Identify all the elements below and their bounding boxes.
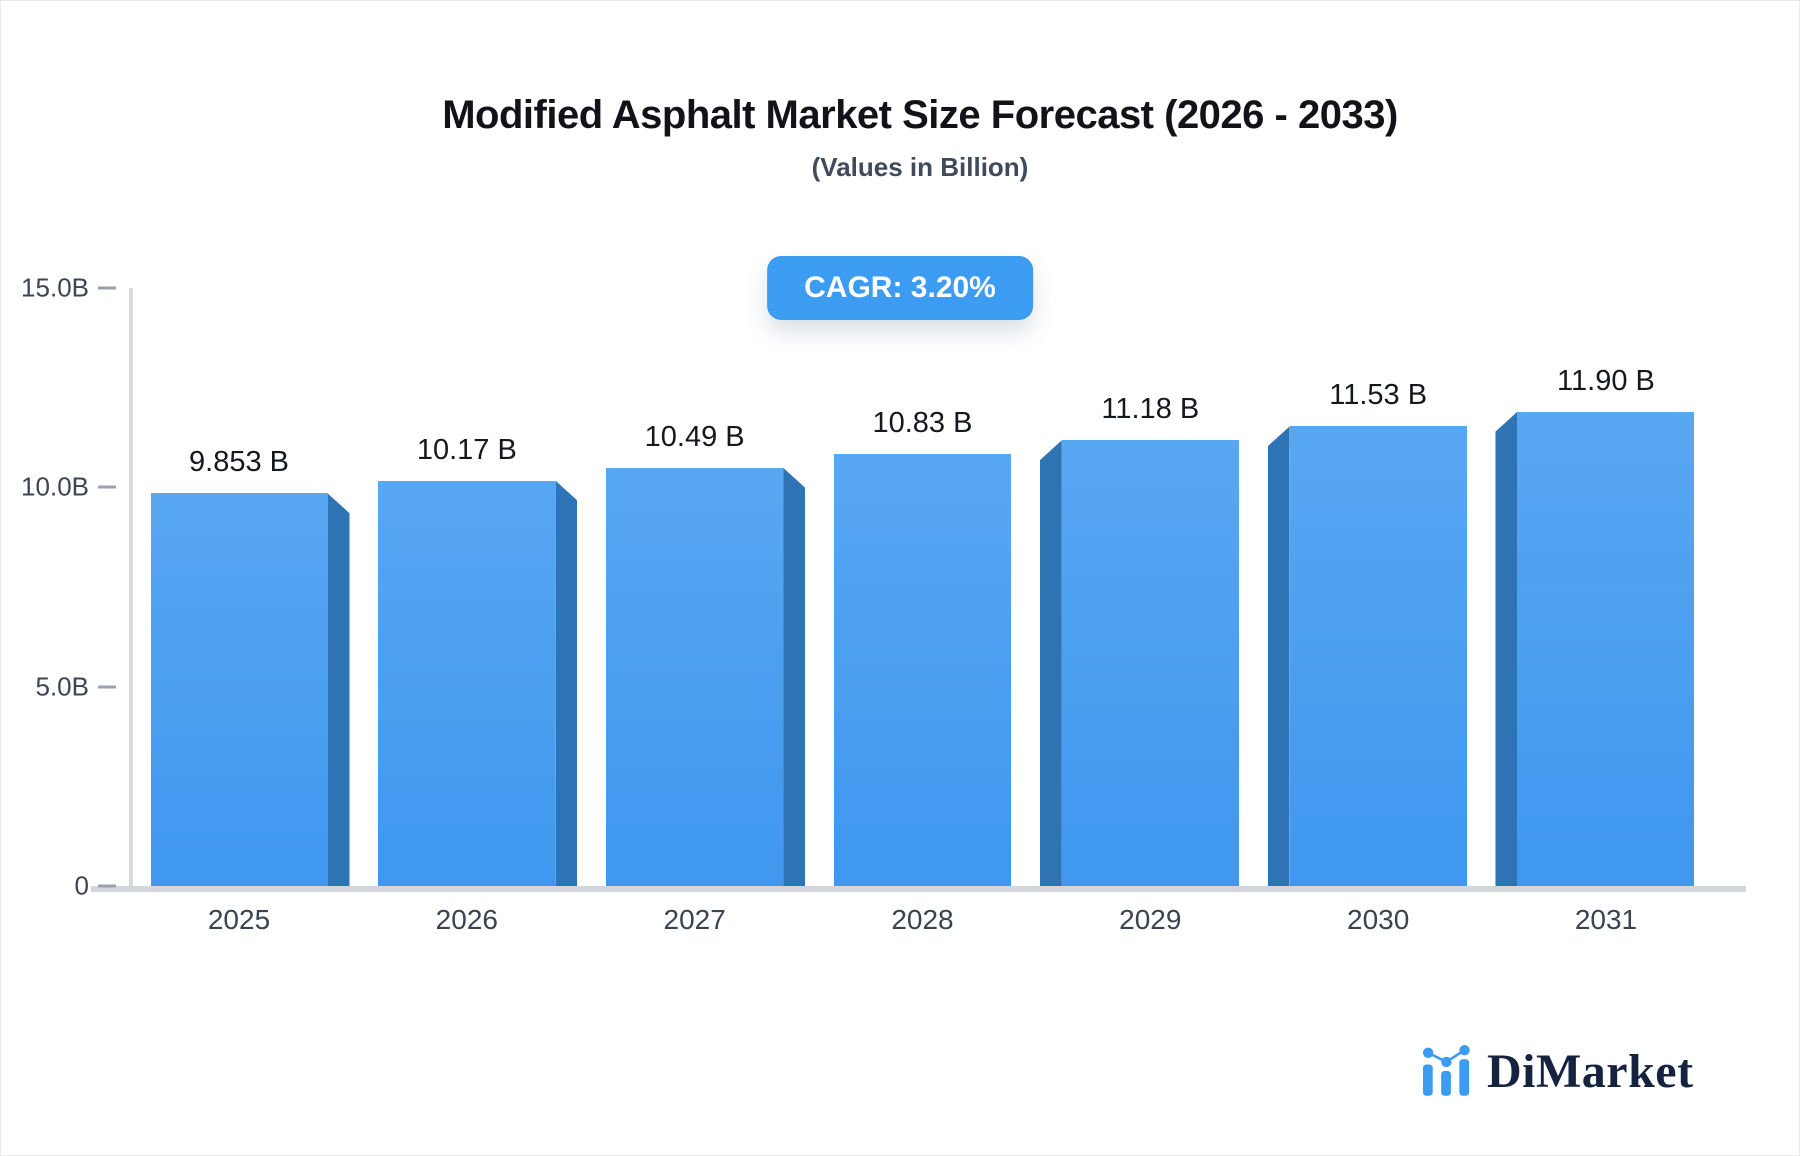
- x-tick-label: 2025: [207, 904, 271, 935]
- bar-value-label: 11.18 B: [1101, 393, 1200, 426]
- bar: [1061, 440, 1239, 886]
- y-tick-label: 0: [74, 870, 89, 901]
- brand-logo: DiMarket: [1421, 1043, 1694, 1099]
- y-tick-label: 5.0B: [35, 671, 90, 702]
- chart-header: Modified Asphalt Market Size Forecast (2…: [101, 93, 1739, 183]
- x-tick-label: 2026: [435, 904, 498, 935]
- bar-side-face: [1267, 426, 1290, 886]
- y-axis-line: [129, 288, 133, 892]
- y-tick-dash: [98, 685, 116, 689]
- y-tick-label: 10.0B: [21, 471, 89, 502]
- bar-value-label: 11.90 B: [1557, 364, 1655, 397]
- x-tick-label: 2030: [1346, 904, 1410, 935]
- bar-side-face: [555, 480, 578, 886]
- bar-value-label: 10.49 B: [644, 420, 745, 453]
- bar-side-face: [327, 493, 350, 886]
- x-axis-line: [91, 886, 1746, 892]
- bar-value-label: 10.83 B: [872, 407, 973, 440]
- bar-value-label: 10.17 B: [416, 433, 517, 466]
- x-tick-label: 2029: [1119, 904, 1182, 935]
- y-tick-dash: [98, 286, 116, 290]
- x-tick-label: 2031: [1574, 904, 1638, 935]
- y-tick-dash: [98, 884, 116, 888]
- x-tick-label: 2028: [891, 904, 954, 935]
- brand-name: DiMarket: [1487, 1044, 1694, 1098]
- bar-side-face: [1495, 411, 1518, 886]
- bar-value-label: 9.853 B: [189, 446, 289, 479]
- y-tick-dash: [98, 485, 116, 489]
- chart-subtitle: (Values in Billion): [811, 152, 1029, 182]
- y-tick-label: 15.0B: [21, 272, 89, 303]
- x-tick-label: 2027: [663, 904, 726, 935]
- bar: [606, 467, 784, 886]
- bar-side-face: [1039, 440, 1062, 886]
- bar: [150, 493, 328, 886]
- cagr-badge: CAGR: 3.20%: [767, 256, 1033, 320]
- bar: [1289, 426, 1467, 886]
- mini-bar-chart-icon: [1422, 1045, 1470, 1096]
- bar: [378, 480, 556, 886]
- bar: [1517, 411, 1695, 886]
- bar: [833, 454, 1011, 886]
- chart-title: Modified Asphalt Market Size Forecast (2…: [442, 93, 1398, 137]
- bar-value-label: 11.53 B: [1329, 379, 1428, 412]
- bar-side-face: [783, 467, 806, 886]
